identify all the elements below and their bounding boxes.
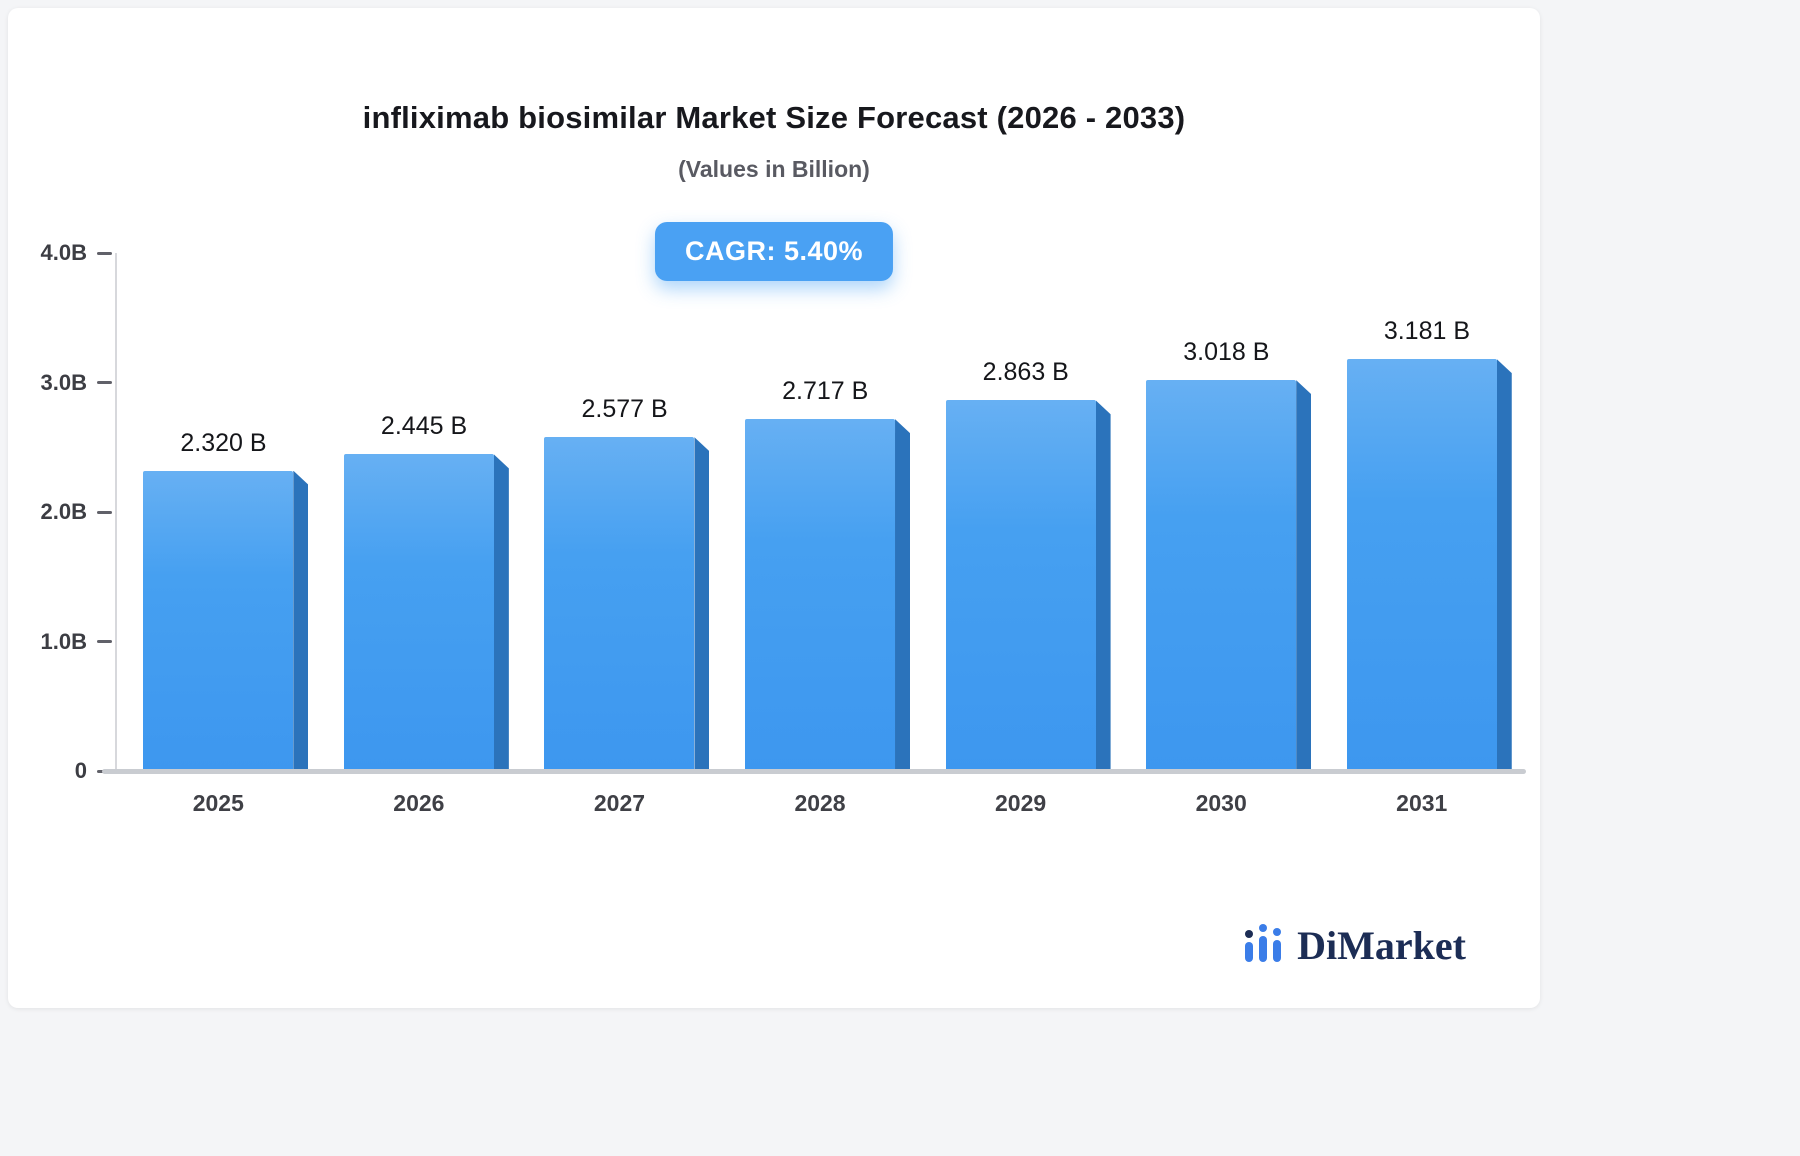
y-tick: 0 (8, 758, 114, 784)
y-tick: 3.0B (8, 370, 114, 396)
bar-2029 (945, 400, 1111, 771)
bar-value-label: 2.717 B (782, 377, 869, 406)
x-axis-label-2025: 2025 (192, 790, 244, 816)
y-tick-label: 0 (74, 758, 87, 783)
bars-row: 2.320 B 2.445 B 2.577 B 2.717 B 2.863 B 3.018… (118, 253, 1522, 771)
y-tick-mark (97, 640, 112, 643)
x-axis-label-2031: 2031 (1396, 790, 1448, 816)
dimarket-logo-icon (1245, 924, 1282, 962)
y-axis: 0 1.0B 2.0B 3.0B 4.0B (8, 240, 114, 783)
x-axis-label-2030: 2030 (1195, 790, 1247, 816)
bar-side-face (694, 437, 710, 771)
bar-2030 (1146, 380, 1312, 771)
bar-2025 (143, 470, 309, 771)
y-tick-label: 4.0B (40, 240, 87, 265)
bar-slot: 3.181 B (1321, 253, 1522, 771)
bar-value-label: 3.018 B (1183, 338, 1270, 367)
bar-2028 (745, 419, 911, 771)
plot-area: 2.320 B 2.445 B 2.577 B 2.717 B 2.863 B 3.018… (102, 253, 1526, 774)
cagr-badge: CAGR: 5.40% (654, 222, 894, 281)
x-axis-label-2026: 2026 (393, 790, 445, 816)
bar-slot: 2.445 B (319, 253, 520, 771)
bar-value-label: 2.863 B (982, 358, 1069, 387)
bar-slot: 2.863 B (920, 253, 1121, 771)
bar-side-face (293, 470, 309, 771)
bar-2026 (343, 454, 509, 771)
y-tick-label: 3.0B (40, 369, 87, 395)
bar-2031 (1346, 359, 1512, 771)
bar-side-face (895, 419, 911, 771)
bar-side-face (1095, 400, 1111, 771)
y-tick-mark (97, 510, 112, 514)
brand-name: DiMarket (1297, 923, 1466, 968)
bar-side-face (1496, 359, 1512, 771)
x-axis-line (102, 769, 1526, 774)
bar-value-label: 2.445 B (380, 412, 468, 441)
bar-slot: 2.577 B (519, 253, 720, 771)
y-tick: 1.0B (8, 629, 114, 655)
bar-value-label: 2.320 B (180, 428, 267, 457)
x-axis-label-2029: 2029 (995, 790, 1047, 816)
bar-side-face (493, 454, 509, 771)
y-tick: 2.0B (8, 499, 114, 525)
y-axis-line (115, 253, 117, 771)
bar-slot: 2.320 B (118, 253, 319, 771)
x-axis-label-2027: 2027 (593, 790, 646, 816)
y-tick-label: 1.0B (40, 628, 87, 654)
bar-slot: 3.018 B (1121, 253, 1322, 771)
bar-2027 (544, 437, 710, 771)
bar-value-label: 3.181 B (1383, 317, 1471, 346)
y-tick-mark (97, 381, 112, 384)
y-tick-mark (97, 251, 112, 255)
chart-card: infliximab biosimilar Market Size Foreca… (8, 8, 1540, 1008)
y-tick: 4.0B (8, 240, 114, 266)
chart-title: infliximab biosimilar Market Size Foreca… (362, 100, 1186, 135)
x-axis-label-2028: 2028 (794, 790, 846, 816)
bar-value-label: 2.577 B (581, 395, 668, 424)
brand-logo: DiMarket (1241, 920, 1466, 966)
bar-side-face (1296, 380, 1312, 771)
bar-slot: 2.717 B (720, 253, 921, 771)
x-axis-labels: 2025 2026 2027 2028 2029 2030 2031 (118, 790, 1522, 817)
chart-subtitle: (Values in Billion) (678, 156, 870, 182)
y-tick-label: 2.0B (40, 499, 87, 524)
